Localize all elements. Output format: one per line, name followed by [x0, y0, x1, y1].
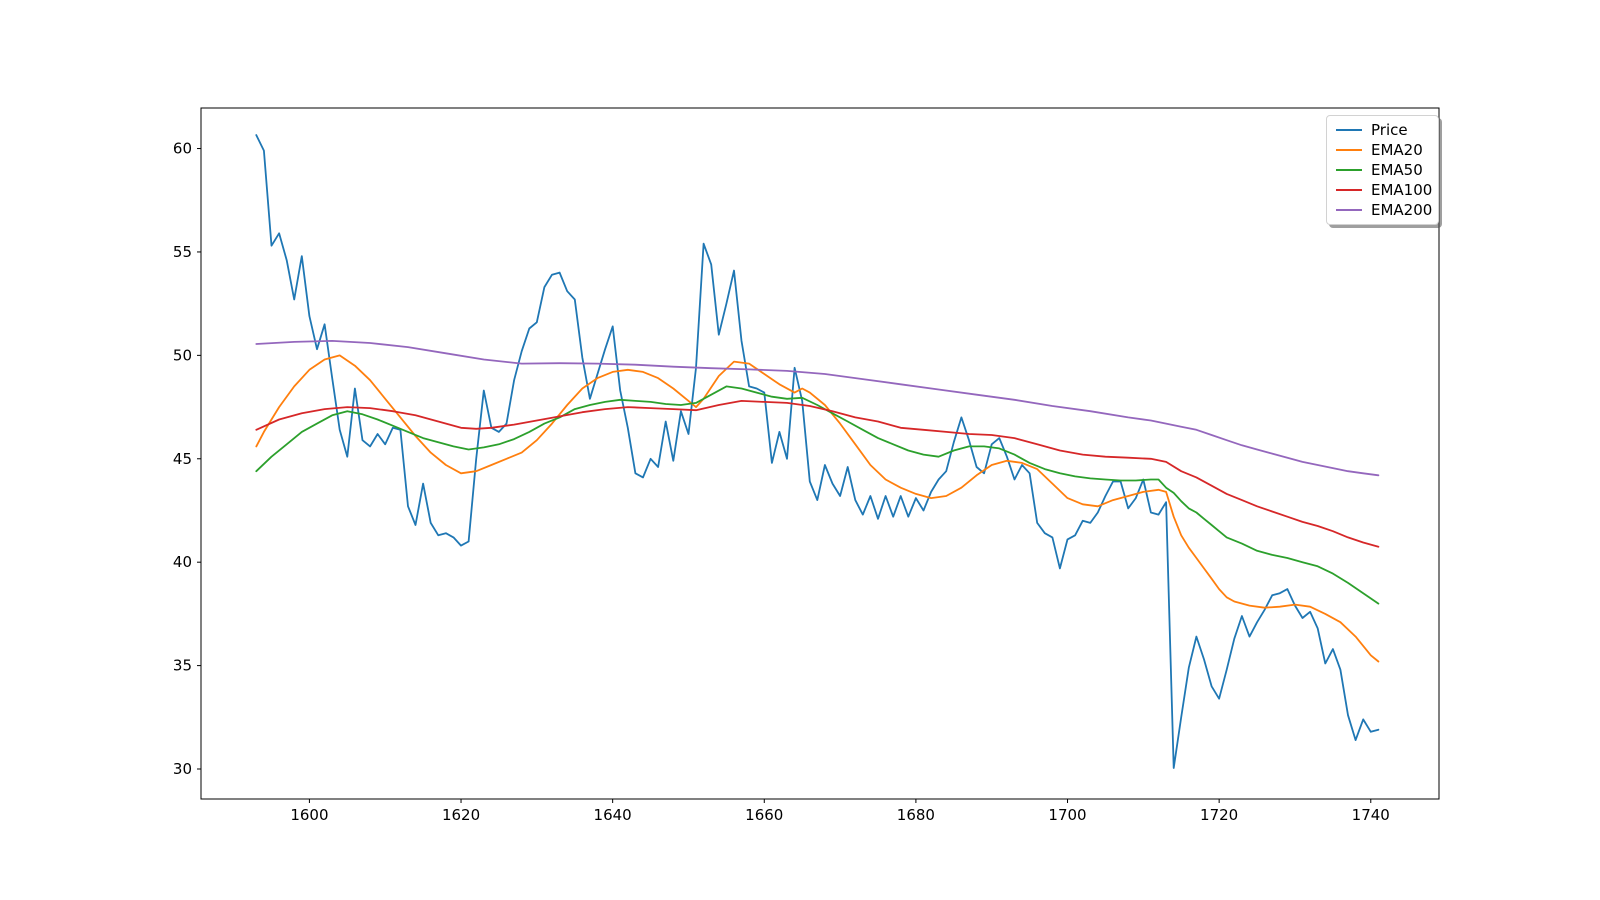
legend-line-swatch-ema100	[1336, 189, 1362, 191]
x-tick-label: 1620	[442, 806, 480, 824]
x-tick-label: 1700	[1048, 806, 1086, 824]
y-tick-label: 55	[173, 243, 192, 261]
x-tick-label: 1740	[1352, 806, 1390, 824]
y-tick-label: 45	[173, 450, 192, 468]
x-tick-label: 1680	[897, 806, 935, 824]
plot-frame	[200, 107, 1440, 800]
y-tick-label: 50	[173, 346, 192, 364]
legend-line-swatch-ema20	[1336, 149, 1362, 151]
legend-item-ema20: EMA20	[1336, 140, 1432, 160]
legend-item-ema200: EMA200	[1336, 200, 1432, 220]
legend-label-ema20: EMA20	[1371, 141, 1423, 159]
x-tick-label: 1720	[1200, 806, 1238, 824]
x-tick-label: 1600	[290, 806, 328, 824]
y-tick-label: 40	[173, 553, 192, 571]
x-tick-label: 1640	[594, 806, 632, 824]
legend-line-swatch-ema50	[1336, 169, 1362, 171]
legend-label-ema200: EMA200	[1371, 201, 1433, 219]
y-tick-label: 60	[173, 140, 192, 158]
legend: Price EMA20 EMA50 EMA100 EMA200	[1326, 115, 1439, 225]
series-line-ema200	[255, 339, 1380, 477]
x-tick-label: 1660	[745, 806, 783, 824]
legend-label-ema100: EMA100	[1371, 181, 1433, 199]
series-line-ema20	[255, 354, 1380, 663]
legend-line-swatch-price	[1336, 129, 1362, 131]
y-tick-label: 30	[173, 760, 192, 778]
legend-item-ema100: EMA100	[1336, 180, 1432, 200]
series-line-ema100	[255, 399, 1380, 548]
legend-item-ema50: EMA50	[1336, 160, 1432, 180]
series-line-ema50	[255, 385, 1380, 605]
series-line-price	[255, 134, 1380, 769]
legend-item-price: Price	[1336, 120, 1432, 140]
legend-label-price: Price	[1371, 121, 1408, 139]
legend-line-swatch-ema200	[1336, 209, 1362, 211]
y-tick-label: 35	[173, 657, 192, 675]
legend-label-ema50: EMA50	[1371, 161, 1423, 179]
